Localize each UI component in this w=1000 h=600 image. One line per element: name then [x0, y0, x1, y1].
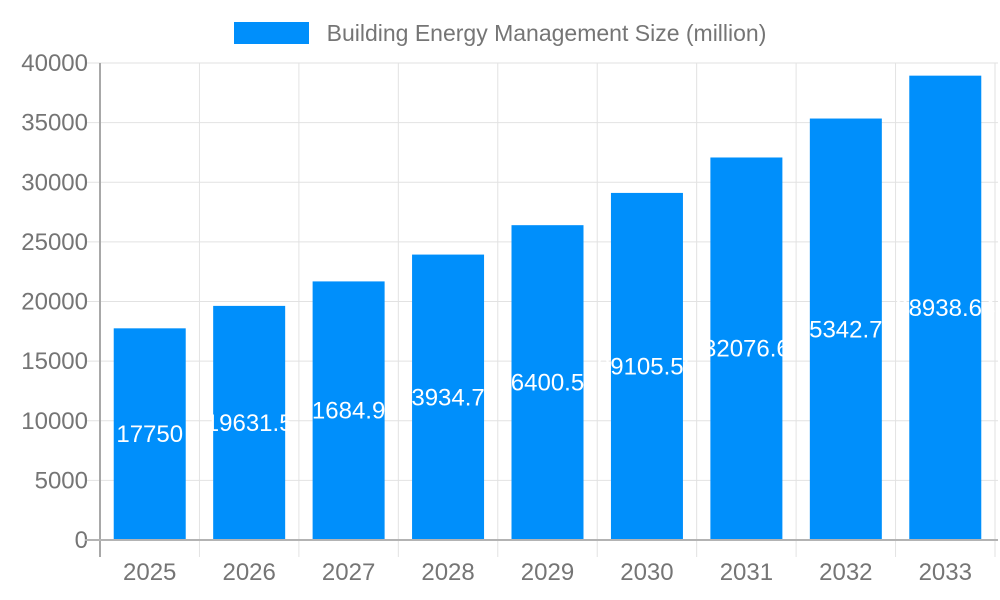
bar-2033[interactable]	[909, 75, 982, 541]
x-tick-label: 2033	[919, 559, 972, 586]
bar-2031[interactable]	[710, 157, 783, 540]
bar-value-label: 38938.64	[895, 295, 995, 322]
y-tick-label: 10000	[21, 408, 88, 435]
bar-value-label: 19631.5	[206, 410, 293, 437]
bar-2030[interactable]	[610, 192, 683, 540]
x-tick-label: 2028	[421, 559, 474, 586]
bar-2028[interactable]	[412, 254, 485, 540]
bar-2026[interactable]	[213, 305, 286, 540]
x-tick-label: 2029	[521, 559, 574, 586]
y-tick-label: 0	[75, 527, 88, 554]
bar-value-label: 21684.96	[299, 398, 399, 425]
y-tick-label: 5000	[35, 467, 88, 494]
y-tick-label: 35000	[21, 110, 88, 137]
bar-value-label: 23934.71	[398, 384, 498, 411]
y-tick-label: 20000	[21, 289, 88, 316]
x-tick-label: 2027	[322, 559, 375, 586]
bar-value-label: 32076.6	[703, 336, 790, 363]
chart-legend: Building Energy Management Size (million…	[0, 20, 1000, 46]
x-tick-label: 2031	[720, 559, 773, 586]
x-tick-label: 2030	[620, 559, 673, 586]
bar-2027[interactable]	[312, 281, 385, 540]
legend-series-label: Building Energy Management Size (million…	[326, 19, 767, 46]
y-tick-label: 30000	[21, 169, 88, 196]
x-tick-label: 2026	[222, 559, 275, 586]
x-tick-label: 2032	[819, 559, 872, 586]
bar-value-label: 29105.55	[597, 353, 697, 380]
legend-swatch-icon	[233, 22, 309, 44]
bar-value-label: 35342.79	[796, 316, 896, 343]
x-tick-label: 2025	[123, 559, 176, 586]
y-tick-label: 40000	[21, 50, 88, 77]
y-tick-label: 25000	[21, 229, 88, 256]
y-tick-label: 15000	[21, 348, 88, 375]
legend-item[interactable]: Building Energy Management Size (million…	[233, 19, 767, 47]
bar-value-label: 26400.56	[497, 370, 597, 397]
bar-2032[interactable]	[809, 118, 882, 540]
bar-value-label: 17750	[116, 421, 183, 448]
bar-2025[interactable]	[113, 328, 186, 540]
bar-2029[interactable]	[511, 225, 584, 540]
